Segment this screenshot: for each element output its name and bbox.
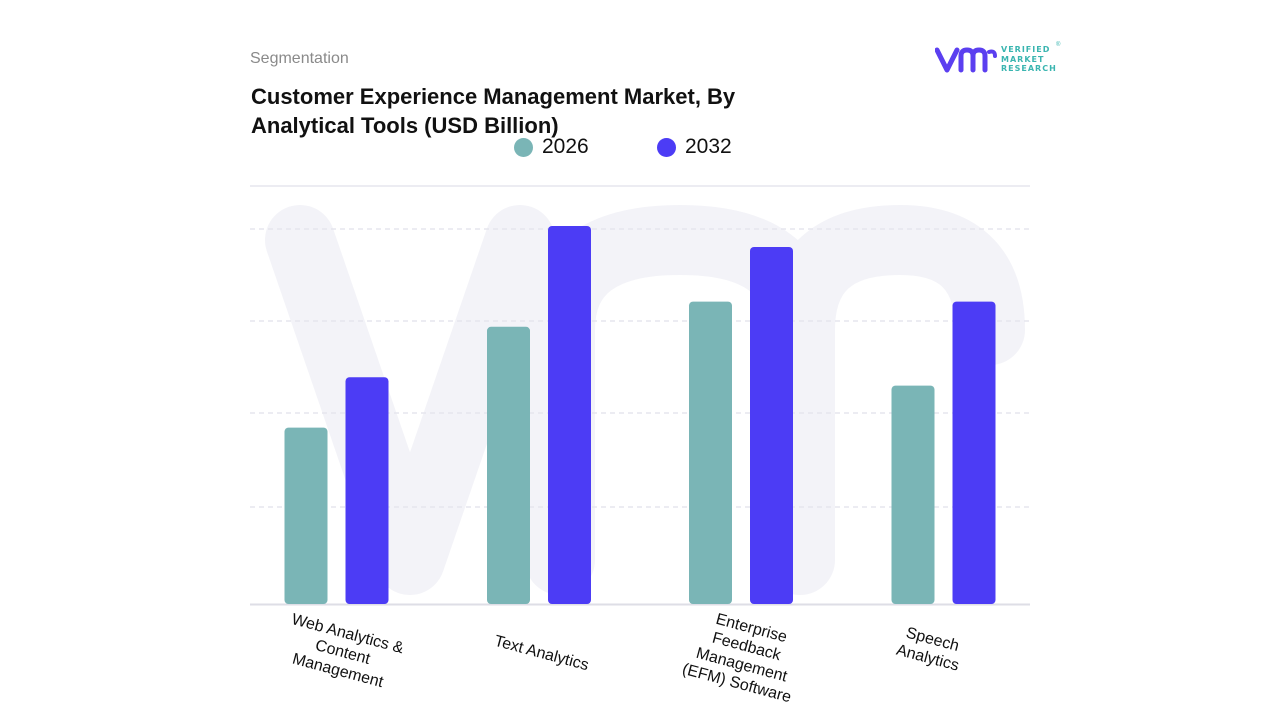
watermark-logo xyxy=(265,205,1025,595)
legend-swatch-2026 xyxy=(514,138,533,157)
logo-registered-mark: ® xyxy=(1056,42,1061,48)
bar-2032-cat-3 xyxy=(750,247,793,604)
watermark-vmr-shape xyxy=(265,205,1025,595)
segmentation-label: Segmentation xyxy=(250,50,349,67)
logo-line-market: MARKET xyxy=(1001,54,1045,64)
chart-title-line-2: Analytical Tools (USD Billion) xyxy=(251,113,559,138)
bar-2026-cat-2 xyxy=(487,326,530,604)
bar-2026-cat-3 xyxy=(689,301,732,604)
bar-2026-cat-4 xyxy=(891,385,935,604)
bar-2032-cat-1 xyxy=(345,377,389,604)
chart-title: Customer Experience Management Market, B… xyxy=(251,82,851,140)
logo-line-verified: VERIFIED xyxy=(1001,45,1051,54)
vmr-logo-text: VERIFIED MARKET RESEARCH xyxy=(1001,45,1057,74)
legend-label-2026: 2026 xyxy=(542,135,589,158)
bar-2026-cat-1 xyxy=(284,427,328,604)
chart-title-line-1: Customer Experience Management Market, B… xyxy=(251,84,736,109)
legend-swatch-2032 xyxy=(657,138,676,157)
vmr-logo: VERIFIED MARKET RESEARCH ® xyxy=(935,42,1065,78)
logo-line-research: RESEARCH xyxy=(1001,64,1057,73)
legend-label-2032: 2032 xyxy=(685,135,732,158)
bar-2032-cat-2 xyxy=(548,226,591,604)
bars xyxy=(284,226,996,604)
bar-2032-cat-4 xyxy=(952,301,996,604)
vmr-logo-icon xyxy=(935,47,997,73)
